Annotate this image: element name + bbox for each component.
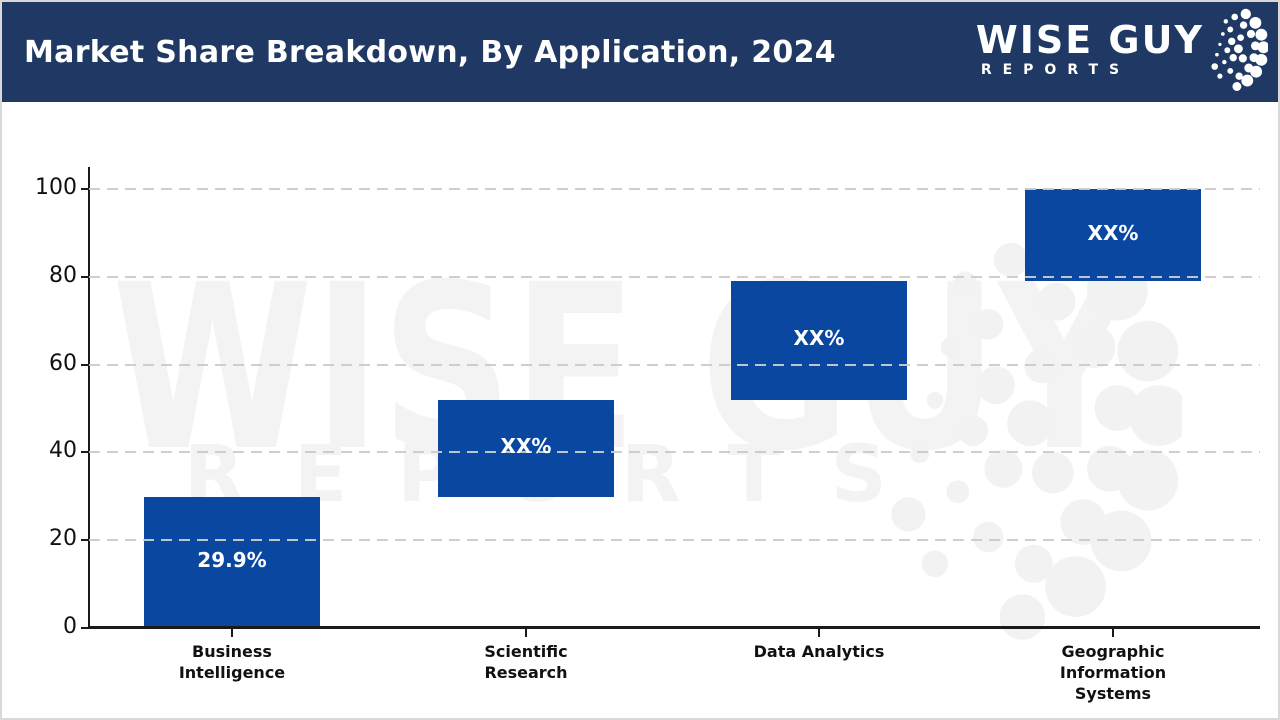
y-tick-mark [81,188,89,190]
bar [144,496,320,628]
wiseguy-logo: WISE GUY REPORTS [976,8,1268,91]
gridline [89,275,1260,278]
x-tick-label: Geographic Information Systems [1059,642,1167,703]
bar [731,281,907,400]
y-tick-mark [81,627,89,629]
y-tick-label: 40 [49,438,77,464]
y-tick-mark [81,451,89,454]
logo-subtitle: REPORTS [980,61,1131,78]
x-axis-line [88,626,1260,629]
logo-text: WISE GUY REPORTS [975,18,1204,78]
y-tick-label: 20 [49,526,77,552]
y-tick-label: 80 [49,262,77,288]
bar-value-label: XX% [500,434,552,459]
y-tick-label: 100 [35,175,77,200]
gridline [89,539,1260,542]
bar-value-label: XX% [793,326,845,351]
y-tick-label: 60 [49,350,77,376]
y-tick-label: 0 [63,614,77,639]
gridline [89,451,1260,454]
bar [438,399,614,497]
y-tick-mark [81,539,89,542]
y-tick-mark [81,363,89,366]
gridline [89,188,1260,190]
x-tick-label: Scientific Research [484,642,568,682]
x-tick-mark [231,629,233,637]
logo-wordmark: WISE GUY [975,18,1204,63]
header-bar: Market Share Breakdown, By Application, … [2,2,1278,102]
y-axis-line [88,167,90,629]
x-tick-mark [818,629,820,637]
bar [1025,189,1201,282]
y-tick-mark [81,275,89,278]
gridline [89,363,1260,366]
x-tick-mark [525,629,527,637]
x-tick-label: Data Analytics [753,642,885,661]
bar-value-label: XX% [1087,221,1139,246]
plot-area: 0 20 40 60 80 100 29.9% Business Intelligence XX… [2,102,1278,718]
chart-title: Market Share Breakdown, By Application, … [24,34,836,70]
wiseguy-face-icon [1211,8,1268,91]
bar-value-label: 29.9% [197,548,267,573]
x-tick-mark [1112,629,1114,637]
x-tick-label: Business Intelligence [178,642,286,682]
